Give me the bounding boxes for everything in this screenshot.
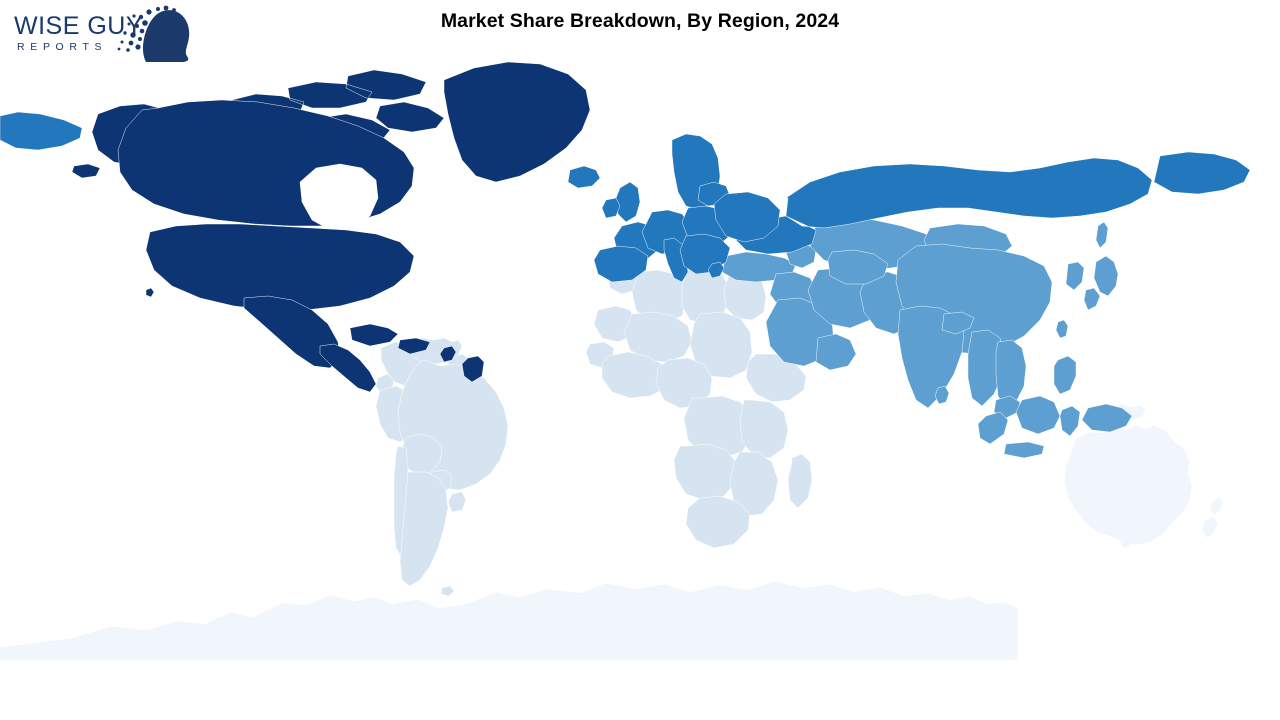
country-cuba [350, 324, 398, 346]
country-mali-niger [624, 312, 692, 362]
country-uruguay [448, 492, 466, 512]
region-aleutian-islands [72, 164, 100, 178]
world-choropleth-map [0, 48, 1280, 708]
country-sakhalin [1096, 222, 1108, 248]
country-kenya-tanzania [740, 400, 788, 458]
country-chad-sudan [690, 312, 752, 378]
country-west-africa-coast [602, 352, 670, 398]
country-ireland [602, 198, 620, 218]
country-japan [1084, 256, 1118, 310]
country-united-states [146, 224, 414, 310]
country-russia-chukotka [0, 112, 82, 150]
country-nepal-bangladesh [942, 312, 974, 334]
country-central-asia [828, 250, 888, 284]
chart-title: Market Share Breakdown, By Region, 2024 [440, 10, 840, 32]
country-antarctica [0, 581, 1018, 660]
country-papua-west [1082, 404, 1132, 432]
country-taiwan [1056, 320, 1068, 338]
country-south-africa [686, 496, 750, 548]
country-yemen-oman [816, 334, 856, 370]
country-madagascar [788, 454, 812, 508]
region-greater-antilles [398, 338, 430, 354]
logo-subtitle: R E P O R T S [17, 41, 103, 53]
dotted-head-profile-icon [117, 5, 190, 62]
country-new-zealand [1202, 497, 1223, 538]
state-hawaii [146, 288, 154, 297]
water-hudson-bay [300, 164, 378, 230]
region-north-america[interactable] [72, 62, 590, 392]
logo-graphic: WISE GUY R E P O R T S [14, 5, 190, 62]
country-united-kingdom [616, 182, 640, 222]
country-iberia [594, 246, 648, 282]
country-dr-congo [684, 396, 752, 458]
country-myanmar-thailand [968, 330, 1004, 406]
world-map-container [0, 48, 1280, 708]
country-argentina [400, 472, 448, 586]
region-central-america [320, 344, 376, 392]
country-indonesia-sulawesi [1060, 406, 1080, 436]
region-south-america-mea[interactable] [376, 266, 812, 596]
region-europe[interactable] [0, 112, 1250, 282]
country-korea [1066, 262, 1084, 290]
country-indonesia-sumatra [978, 412, 1008, 444]
country-australia [1064, 425, 1192, 545]
region-oceania[interactable] [0, 404, 1223, 660]
territory-french-guiana [462, 356, 484, 382]
country-sri-lanka [935, 386, 949, 404]
wise-guy-reports-logo: WISE GUY R E P O R T S [12, 4, 202, 62]
country-iceland [568, 166, 600, 188]
logo-wordmark: WISE GUY [14, 12, 143, 40]
country-greenland [444, 62, 590, 182]
country-philippines [1054, 356, 1076, 394]
country-greece-islands [708, 262, 724, 278]
country-ukraine-belarus [714, 192, 780, 242]
country-indonesia-borneo [1016, 396, 1060, 434]
region-asia-pacific[interactable] [722, 218, 1132, 458]
country-falkland-islands [441, 586, 454, 596]
country-tasmania [1120, 536, 1132, 548]
country-indonesia-java [1004, 442, 1044, 458]
region-lesser-antilles [440, 346, 456, 362]
country-mozambique-zimbabwe [730, 452, 778, 516]
